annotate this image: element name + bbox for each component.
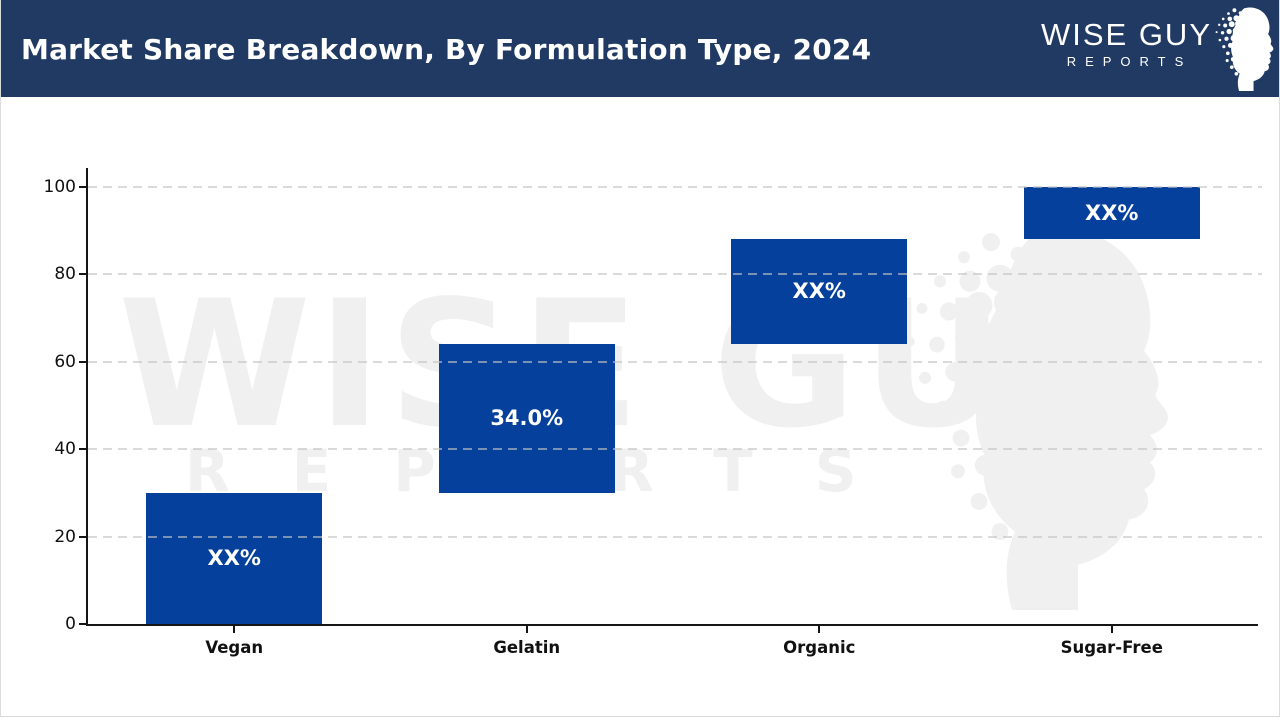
bar-value-label: XX%: [1085, 200, 1139, 225]
y-axis-spine: [86, 168, 88, 626]
x-tick-label-gelatin: Gelatin: [493, 638, 561, 657]
y-tickmark-60: [79, 360, 86, 363]
gridline-60: [88, 360, 1262, 363]
x-tickmark-organic: [818, 626, 821, 633]
page-title: Market Share Breakdown, By Formulation T…: [21, 33, 872, 66]
y-tickmark-0: [79, 623, 86, 625]
bar-organic: XX%: [731, 239, 908, 345]
header-bar: Market Share Breakdown, By Formulation T…: [0, 0, 1280, 97]
x-tick-label-sugar-free: Sugar-Free: [1060, 638, 1163, 657]
logo-text: WISE GUY REPORTS: [1041, 19, 1212, 68]
y-tick-label-80: 80: [54, 264, 76, 285]
dotted-head-profile-icon: [1215, 7, 1274, 91]
bar-vegan: XX%: [146, 492, 323, 624]
bar-value-label: XX%: [207, 545, 261, 570]
x-axis-spine: [86, 624, 1258, 626]
y-tick-label-60: 60: [54, 351, 76, 372]
wise-guy-logo: WISE GUY REPORTS: [1020, 0, 1280, 97]
gridline-40: [88, 448, 1262, 451]
bar-sugar-free: XX%: [1023, 187, 1200, 240]
y-tick-label-20: 20: [54, 526, 76, 547]
x-tickmark-sugar-free: [1110, 626, 1113, 633]
gridline-100: [88, 186, 1262, 188]
watermark-head-profile-icon: [905, 229, 1168, 610]
x-tick-label-vegan: Vegan: [205, 638, 264, 657]
x-tickmark-gelatin: [525, 626, 528, 633]
bar-gelatin: 34.0%: [438, 344, 615, 493]
y-tick-label-0: 0: [65, 614, 76, 634]
logo-tagline: REPORTS: [1066, 54, 1193, 69]
y-tickmark-40: [79, 448, 86, 451]
y-tickmark-100: [79, 186, 86, 188]
bar-value-label: 34.0%: [490, 406, 564, 431]
y-tick-label-100: 100: [43, 177, 76, 197]
x-tick-label-organic: Organic: [783, 638, 856, 657]
logo-name: WISE GUY: [1040, 17, 1212, 52]
gridline-80: [88, 273, 1262, 276]
x-tickmark-vegan: [233, 626, 236, 633]
y-tickmark-20: [79, 535, 86, 538]
y-tickmark-80: [79, 273, 86, 276]
y-tick-label-40: 40: [54, 439, 76, 460]
gridline-20: [88, 535, 1262, 538]
bar-value-label: XX%: [792, 279, 846, 304]
